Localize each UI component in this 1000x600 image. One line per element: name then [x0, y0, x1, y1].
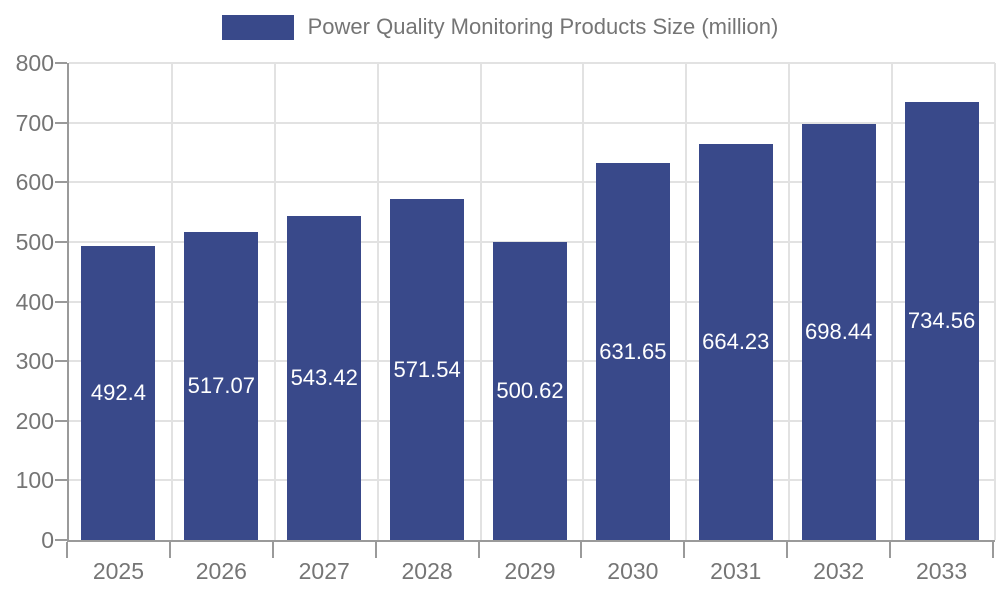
- gridline-v: [376, 63, 379, 540]
- y-axis-tick-label: 700: [15, 109, 54, 136]
- y-axis-tick: [55, 479, 67, 482]
- bar-value-label: 698.44: [805, 318, 873, 344]
- gridline-v: [891, 63, 894, 540]
- bar-value-label: 492.4: [90, 380, 146, 406]
- bar-value-label: 664.23: [702, 328, 770, 354]
- x-axis-tick: [992, 542, 994, 558]
- y-axis-tick-label: 0: [41, 527, 54, 553]
- y-axis-tick-label: 300: [15, 348, 54, 375]
- y-axis-tick: [55, 62, 67, 64]
- y-axis-tick: [55, 419, 67, 422]
- bar-value-label: 500.62: [496, 377, 564, 403]
- gridline-v: [582, 63, 585, 540]
- gridline-v: [479, 63, 482, 540]
- y-axis-tick-label: 500: [15, 228, 54, 255]
- bar: 517.07: [184, 231, 259, 540]
- bar-value-label: 571.54: [393, 356, 461, 382]
- y-axis-tick: [55, 240, 67, 243]
- legend: Power Quality Monitoring Products Size (…: [0, 14, 1000, 40]
- y-axis-tick-label: 800: [15, 50, 54, 76]
- y-axis-tick: [55, 181, 67, 184]
- bar: 500.62: [493, 241, 567, 540]
- y-axis-tick-label: 600: [15, 169, 54, 196]
- x-axis-tick-label: 2030: [607, 558, 659, 584]
- legend-label: Power Quality Monitoring Products Size (…: [307, 14, 779, 39]
- gridline-v: [170, 63, 173, 540]
- y-axis-tick: [55, 539, 67, 541]
- x-axis-tick: [66, 542, 68, 558]
- x-axis-tick: [683, 542, 686, 558]
- x-axis-tick: [271, 542, 274, 558]
- y-axis-tick-label: 400: [15, 288, 54, 315]
- x-axis-tick-label: 2028: [401, 558, 453, 584]
- gridline-h: [69, 121, 995, 124]
- bar: 664.23: [698, 143, 773, 540]
- bar-value-label: 734.56: [907, 308, 976, 333]
- bar: 571.54: [390, 199, 465, 540]
- gridline-h: [69, 181, 995, 184]
- bar: 631.65: [595, 163, 670, 540]
- bar: 698.44: [801, 123, 876, 540]
- x-axis-tick-label: 2026: [195, 558, 247, 584]
- x-axis-tick: [168, 542, 171, 558]
- gridline-v: [685, 63, 688, 540]
- bar-value-label: 631.65: [599, 338, 667, 364]
- gridline-h: [69, 62, 995, 64]
- x-axis-tick: [786, 542, 789, 558]
- x-axis-tick-label: 2031: [710, 558, 762, 584]
- y-axis-tick: [55, 300, 67, 303]
- x-axis-tick: [374, 542, 377, 558]
- legend-swatch-icon: [221, 14, 294, 40]
- x-axis-tick-label: 2027: [298, 558, 350, 584]
- gridline-v: [788, 63, 791, 540]
- x-axis-tick-label: 2029: [504, 558, 556, 584]
- y-axis-tick-label: 100: [15, 467, 54, 494]
- y-axis-tick: [55, 360, 67, 363]
- x-axis-tick-label: 2033: [915, 558, 968, 584]
- x-axis-tick: [580, 542, 583, 558]
- x-axis-tick: [477, 542, 480, 558]
- y-axis-tick-label: 200: [15, 407, 54, 434]
- bar: 543.42: [287, 215, 362, 540]
- legend-item[interactable]: Power Quality Monitoring Products Size (…: [221, 14, 779, 40]
- bar-value-label: 517.07: [187, 372, 255, 398]
- gridline-v: [273, 63, 276, 540]
- bar: 492.4: [81, 246, 156, 540]
- x-axis-tick-label: 2025: [92, 558, 145, 584]
- x-axis-tick-label: 2032: [813, 558, 865, 584]
- gridline-v: [994, 63, 996, 540]
- y-axis-tick: [55, 121, 67, 124]
- bar: 734.56: [904, 102, 979, 540]
- x-axis-tick: [889, 542, 892, 558]
- bar-value-label: 543.42: [290, 364, 358, 390]
